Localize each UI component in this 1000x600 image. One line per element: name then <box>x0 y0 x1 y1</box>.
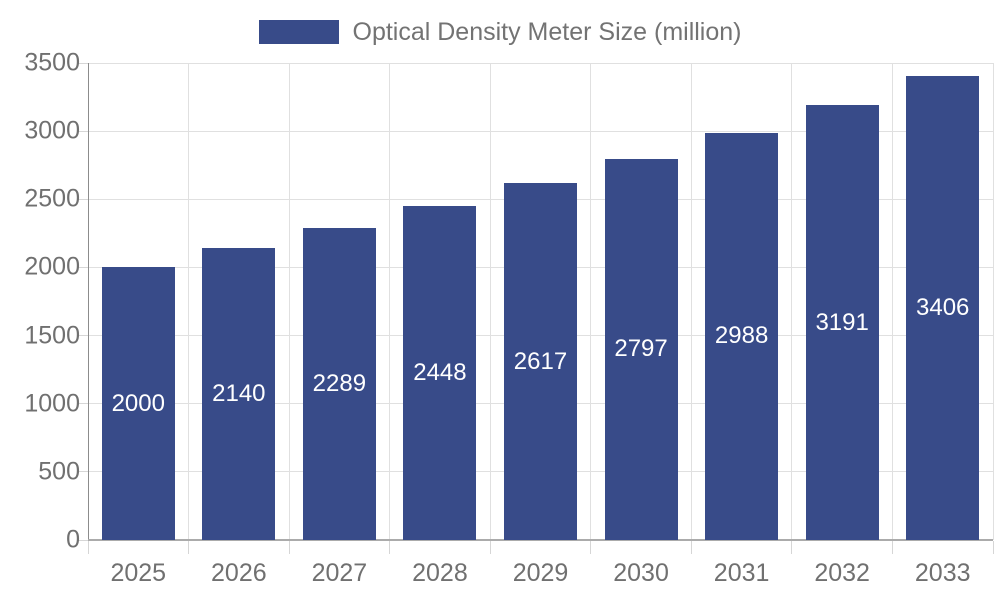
x-axis-label: 2027 <box>311 559 368 587</box>
gridline-vertical <box>891 63 893 540</box>
bar-value-label: 3406 <box>916 293 970 321</box>
x-axis-tick <box>690 541 692 554</box>
bar-value-label: 2289 <box>312 370 367 398</box>
gridline-vertical <box>590 63 592 540</box>
x-axis-tick <box>288 541 290 554</box>
x-axis-tick <box>389 541 391 554</box>
x-axis-tick <box>891 541 893 554</box>
y-axis-label: 3500 <box>24 48 80 77</box>
gridline-vertical <box>389 63 391 540</box>
x-axis-tick <box>188 541 190 554</box>
x-axis-label: 2030 <box>613 559 669 587</box>
y-axis-tick <box>78 62 88 64</box>
x-axis-tick <box>590 541 592 554</box>
legend-swatch-icon <box>258 20 339 44</box>
bar-2030[interactable]: 2797 <box>604 158 678 540</box>
plot-area: 2000 2140 2289 2448 2617 2797 2988 3191 3406 <box>78 62 994 554</box>
bar-value-label: 3191 <box>815 308 869 336</box>
bar-2028[interactable]: 2448 <box>403 206 477 540</box>
x-axis-tick <box>489 541 491 554</box>
gridline-vertical <box>992 63 994 540</box>
x-axis-tick <box>992 541 994 554</box>
bar-2032[interactable]: 3191 <box>805 105 879 540</box>
y-axis-line <box>88 63 89 540</box>
bar-2031[interactable]: 2988 <box>705 132 779 540</box>
bar-value-label: 2617 <box>513 347 568 375</box>
bar-2025[interactable]: 2000 <box>101 267 175 540</box>
y-axis-tick <box>78 130 88 132</box>
x-axis-label: 2032 <box>814 559 870 587</box>
y-axis-label: 3000 <box>24 116 80 145</box>
bar-2033[interactable]: 3406 <box>906 75 980 540</box>
x-axis-label: 2031 <box>713 559 770 587</box>
y-axis-tick <box>78 335 88 337</box>
y-axis-tick <box>78 403 88 405</box>
gridline-vertical <box>188 63 190 540</box>
bar-value-label: 2448 <box>413 359 467 387</box>
gridline-vertical <box>791 63 793 540</box>
x-axis-line <box>88 539 993 541</box>
y-axis-tick <box>78 198 88 200</box>
legend[interactable]: Optical Density Meter Size (million) <box>0 14 1000 50</box>
x-axis-label: 2025 <box>110 559 167 587</box>
y-axis-label: 1500 <box>24 321 80 350</box>
y-axis-tick <box>78 539 88 541</box>
bar-2027[interactable]: 2289 <box>302 228 376 540</box>
bar-value-label: 2140 <box>212 380 266 408</box>
legend-label: Optical Density Meter Size (million) <box>352 17 742 46</box>
bar-value-label: 2000 <box>111 389 165 417</box>
bar-2029[interactable]: 2617 <box>504 183 577 540</box>
gridline-vertical <box>690 63 692 540</box>
y-axis-label: 500 <box>38 457 80 486</box>
x-axis-tick <box>87 541 89 554</box>
y-axis-label: 2500 <box>24 184 80 213</box>
y-axis-label: 0 <box>66 525 80 554</box>
x-axis-label: 2029 <box>512 559 569 587</box>
gridline-vertical <box>288 63 290 540</box>
x-axis-label: 2026 <box>211 559 267 587</box>
y-axis-tick <box>78 471 88 473</box>
x-axis-label: 2028 <box>412 559 468 587</box>
gridline-horizontal <box>88 62 993 64</box>
y-axis-label: 2000 <box>24 252 80 281</box>
bar-value-label: 2988 <box>714 322 769 350</box>
gridline-horizontal <box>88 130 993 132</box>
y-axis-label: 1000 <box>24 389 80 418</box>
x-axis-tick <box>791 541 793 554</box>
y-axis-tick <box>78 266 88 268</box>
bar-2026[interactable]: 2140 <box>202 248 276 540</box>
x-axis-label: 2033 <box>914 559 971 587</box>
bar-value-label: 2797 <box>614 335 668 363</box>
gridline-vertical <box>489 63 491 540</box>
